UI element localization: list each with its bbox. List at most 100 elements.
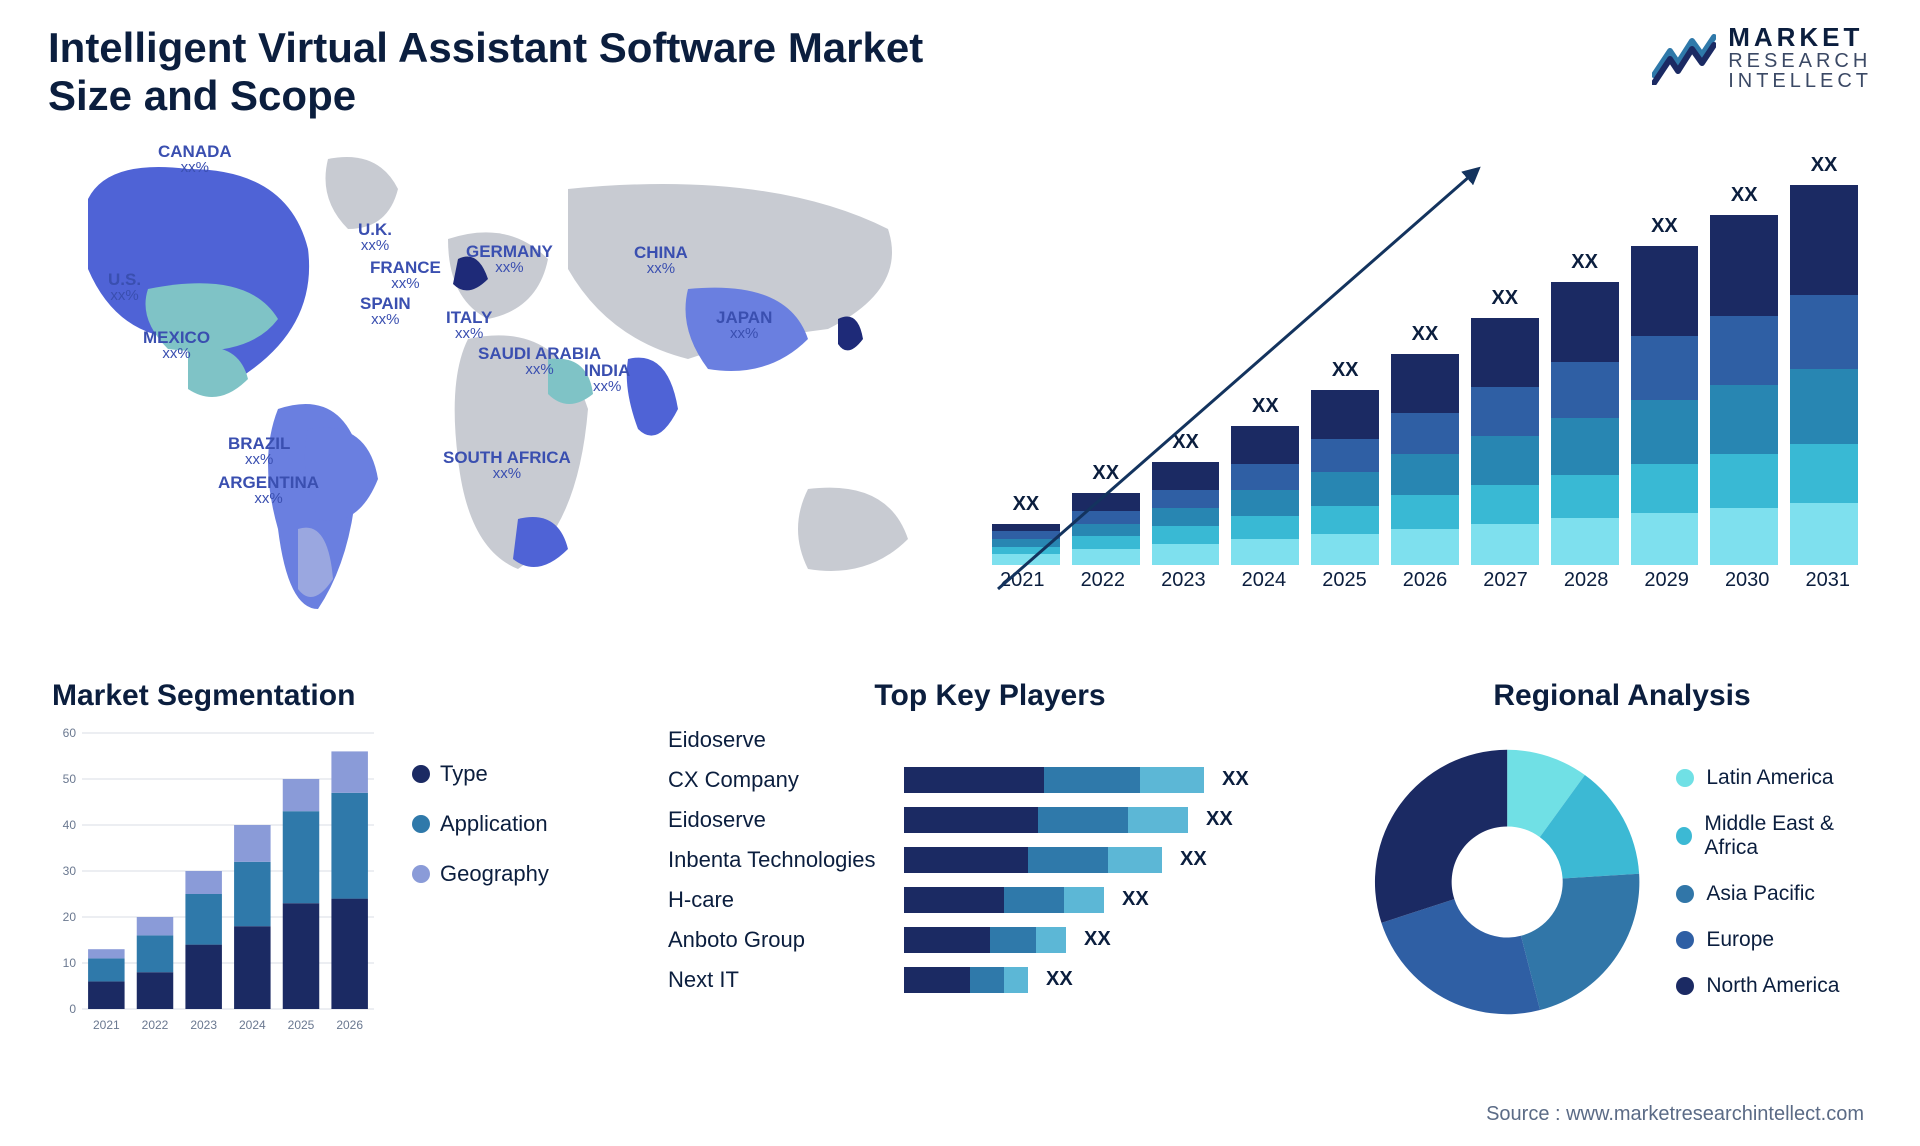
key-player-bar-segment <box>1108 847 1162 873</box>
growth-xtick: 2021 <box>988 569 1057 592</box>
map-country-pct: xx% <box>143 346 210 362</box>
growth-bar-segment <box>992 547 1060 555</box>
key-player-bar-segment <box>904 847 1028 873</box>
growth-bar-segment <box>1072 511 1140 524</box>
growth-bar-segment <box>1391 529 1459 565</box>
regional-title: Regional Analysis <box>1372 679 1872 713</box>
growth-bar-segment <box>1790 185 1858 295</box>
map-country-name: SAUDI ARABIA <box>478 344 601 363</box>
key-players-panel: Top Key Players Eidoserve CX Company XX Eid… <box>668 679 1308 1099</box>
growth-xtick: 2022 <box>1069 569 1138 592</box>
key-player-name: CX Company <box>668 767 898 793</box>
svg-text:60: 60 <box>63 727 77 740</box>
map-country-name: CHINA <box>634 243 688 262</box>
map-country-label: FRANCExx% <box>370 259 441 293</box>
key-player-name: Eidoserve <box>668 807 898 833</box>
map-country-label: INDIAxx% <box>584 362 630 396</box>
legend-label: Middle East & Africa <box>1704 812 1872 860</box>
svg-text:20: 20 <box>63 910 77 924</box>
map-country-name: CANADA <box>158 142 232 161</box>
growth-bar-segment <box>1551 418 1619 474</box>
growth-bar-segment <box>1631 464 1699 513</box>
growth-bar: XX <box>1790 154 1858 565</box>
map-country-name: JAPAN <box>716 308 772 327</box>
segmentation-panel: Market Segmentation 01020304050602021202… <box>48 679 608 1099</box>
growth-bar: XX <box>1471 287 1539 564</box>
regional-legend-item: North America <box>1676 974 1872 998</box>
svg-text:2023: 2023 <box>190 1018 217 1032</box>
key-player-value: XX <box>1210 768 1249 791</box>
growth-bar-segment <box>1152 462 1220 490</box>
growth-bar-segment <box>1790 444 1858 503</box>
map-country-pct: xx% <box>584 379 630 395</box>
key-player-bar-segment <box>904 767 1044 793</box>
legend-label: Geography <box>440 861 549 887</box>
map-country-pct: xx% <box>358 238 392 254</box>
growth-bar: XX <box>1710 184 1778 564</box>
key-player-bar-segment <box>1044 767 1140 793</box>
growth-bar-segment <box>1551 362 1619 418</box>
growth-bar-segment <box>1072 549 1140 564</box>
growth-bar-segment <box>1152 544 1220 565</box>
map-country-pct: xx% <box>716 326 772 342</box>
source-text: Source : www.marketresearchintellect.com <box>1486 1103 1864 1126</box>
key-player-value: XX <box>1168 848 1207 871</box>
growth-xtick: 2026 <box>1391 569 1460 592</box>
svg-text:10: 10 <box>63 956 77 970</box>
logo-line3: INTELLECT <box>1728 71 1872 91</box>
growth-bar-segment <box>1152 508 1220 526</box>
growth-bar-label: XX <box>1092 462 1119 485</box>
growth-bar: XX <box>1231 395 1299 565</box>
map-country-label: CANADAxx% <box>158 143 232 177</box>
growth-xtick: 2024 <box>1230 569 1299 592</box>
key-players-title: Top Key Players <box>672 679 1308 713</box>
key-player-name: Next IT <box>668 967 898 993</box>
segmentation-bar-segment <box>137 935 174 972</box>
segmentation-bar-segment <box>331 898 368 1008</box>
regional-legend-item: Latin America <box>1676 766 1872 790</box>
segmentation-bar-segment <box>234 825 270 862</box>
map-country-label: SOUTH AFRICAxx% <box>443 449 571 483</box>
map-country-name: BRAZIL <box>228 434 290 453</box>
growth-bar-segment <box>1072 536 1140 549</box>
key-player-bar-segment <box>904 967 970 993</box>
legend-label: North America <box>1706 974 1839 998</box>
growth-bar-segment <box>1710 508 1778 564</box>
map-country-pct: xx% <box>446 326 492 342</box>
legend-dot-icon <box>1676 931 1694 949</box>
growth-bar-segment <box>1072 524 1140 537</box>
key-player-row: CX Company XX <box>668 767 1308 793</box>
legend-label: Asia Pacific <box>1706 882 1815 906</box>
key-player-bar-segment <box>1038 807 1128 833</box>
map-country-name: FRANCE <box>370 258 441 277</box>
legend-dot-icon <box>1676 827 1692 845</box>
growth-bar-label: XX <box>1731 184 1758 207</box>
key-player-row: Inbenta TechnologiesXX <box>668 847 1308 873</box>
legend-dot-icon <box>1676 977 1694 995</box>
growth-bar-label: XX <box>1332 359 1359 382</box>
legend-dot-icon <box>1676 885 1694 903</box>
growth-bar-segment <box>1311 439 1379 472</box>
growth-bar-segment <box>1471 524 1539 565</box>
segmentation-title: Market Segmentation <box>52 679 608 713</box>
svg-text:0: 0 <box>69 1002 76 1016</box>
regional-donut-slice <box>1381 899 1540 1014</box>
key-player-value: XX <box>1072 928 1111 951</box>
growth-bar-segment <box>1391 413 1459 454</box>
regional-donut <box>1368 727 1646 1037</box>
legend-dot-icon <box>1676 769 1694 787</box>
key-player-row: EidoserveXX <box>668 807 1308 833</box>
regional-legend-item: Asia Pacific <box>1676 882 1872 906</box>
key-player-name: H-care <box>668 887 898 913</box>
growth-bar-segment <box>1231 516 1299 539</box>
segmentation-legend-item: Application <box>412 811 549 837</box>
growth-bar-label: XX <box>1013 493 1040 516</box>
map-country-pct: xx% <box>108 288 141 304</box>
map-country-name: U.K. <box>358 220 392 239</box>
map-country-name: U.S. <box>108 270 141 289</box>
growth-xtick: 2023 <box>1149 569 1218 592</box>
logo-line1: MARKET <box>1728 24 1872 51</box>
growth-bar-segment <box>1551 518 1619 564</box>
key-player-bar-segment <box>1036 927 1066 953</box>
growth-bar-segment <box>1471 485 1539 524</box>
